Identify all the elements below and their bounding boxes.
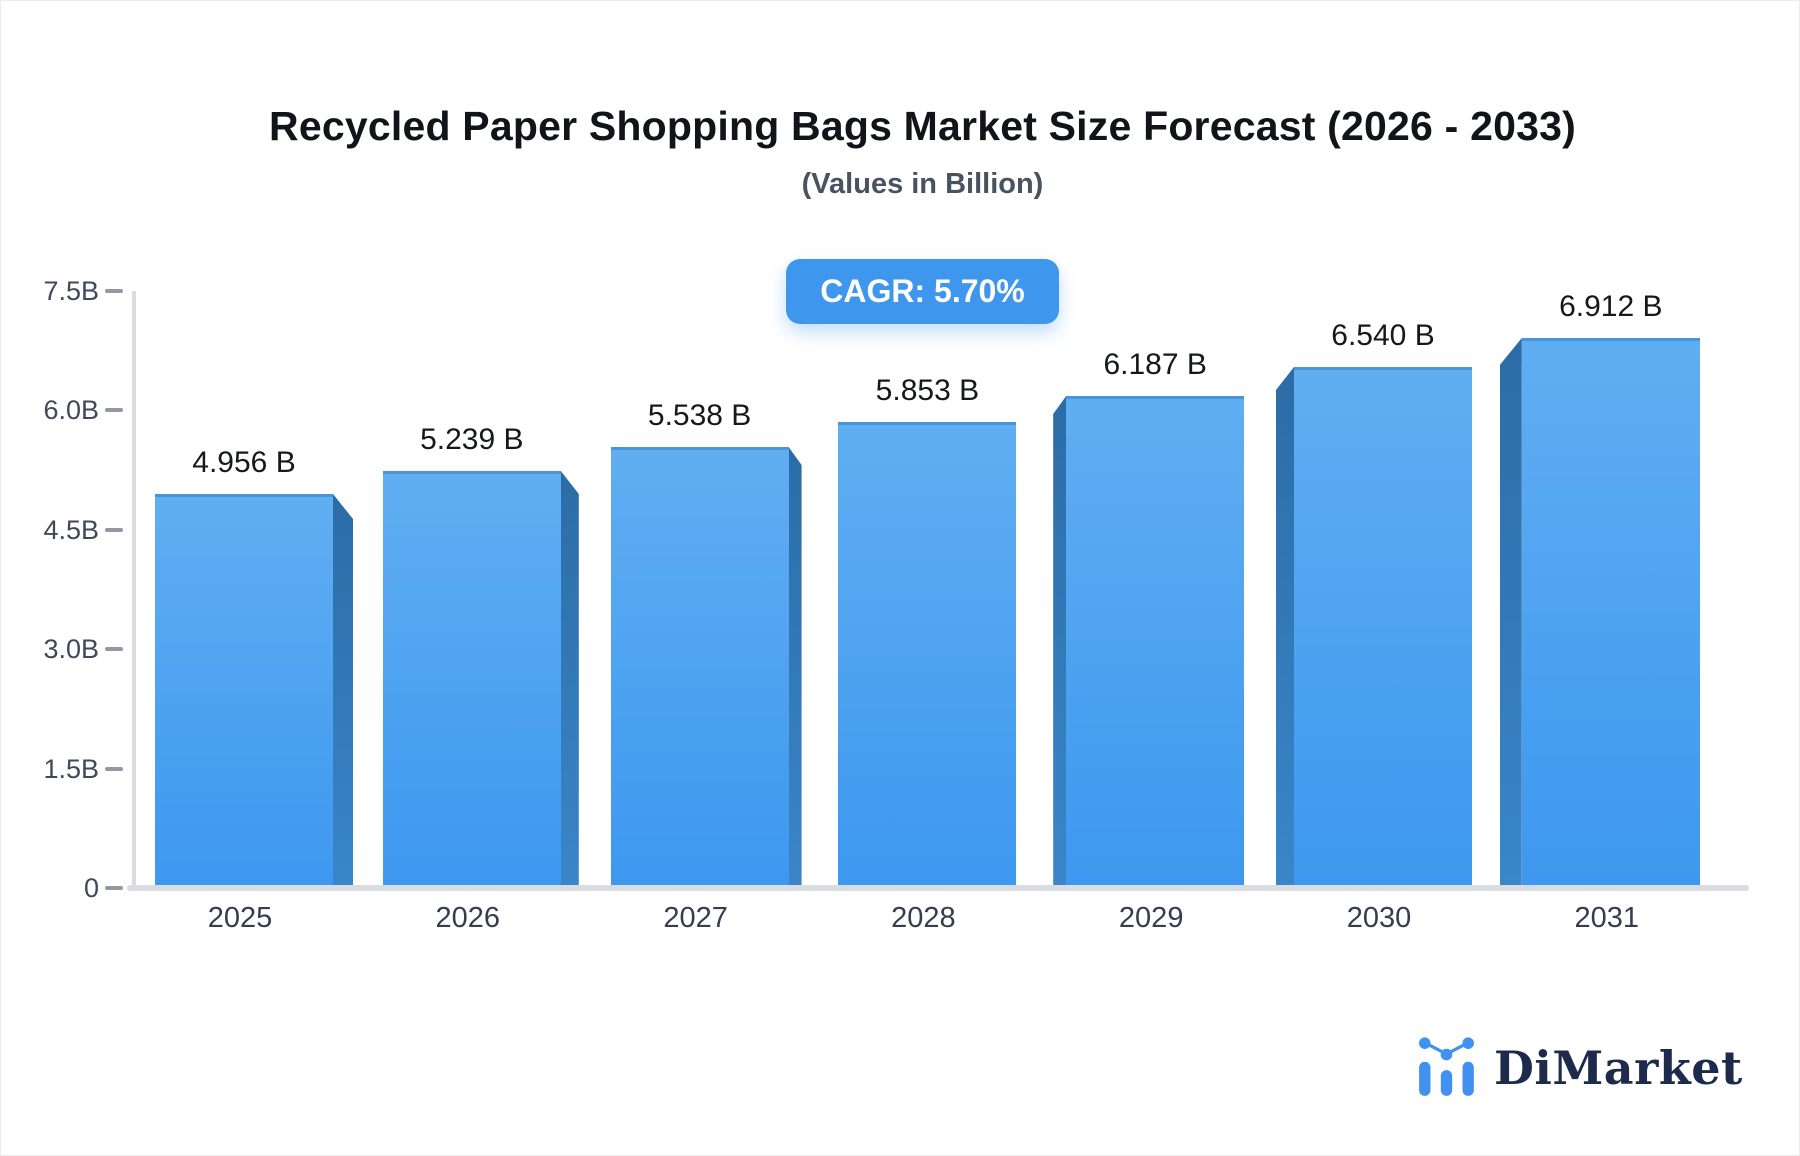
bar-value-label: 4.956 B bbox=[192, 446, 296, 479]
bar-side-3d bbox=[1276, 367, 1294, 888]
bar-face bbox=[1066, 396, 1245, 888]
brand-name: DiMarket bbox=[1494, 1041, 1743, 1095]
bar bbox=[1053, 396, 1245, 888]
bar-face bbox=[382, 471, 561, 888]
y-tick-label: 7.5B bbox=[43, 276, 99, 306]
y-tick-mark bbox=[105, 408, 123, 413]
y-tick-label: 3.0B bbox=[43, 634, 99, 665]
y-tick-mark bbox=[105, 289, 123, 293]
bar-value-label: 5.538 B bbox=[647, 399, 752, 432]
y-tick-mark bbox=[105, 527, 123, 532]
bar bbox=[155, 494, 353, 888]
x-axis-label: 2027 bbox=[663, 902, 728, 934]
bar-value-label: 6.912 B bbox=[1559, 290, 1663, 323]
bar-value-label: 5.853 B bbox=[875, 374, 980, 407]
y-tick-mark bbox=[105, 766, 123, 771]
bar bbox=[1499, 338, 1700, 888]
brand-logo: DiMarket bbox=[1416, 1037, 1743, 1099]
bar-value-label: 6.540 B bbox=[1331, 319, 1435, 352]
x-axis-line bbox=[127, 885, 1749, 891]
cagr-badge-row: CAGR: 5.70% bbox=[46, 259, 1799, 324]
y-tick-mark bbox=[105, 647, 123, 652]
bar-value-label: 6.187 B bbox=[1103, 348, 1207, 381]
bar-value-label: 5.239 B bbox=[420, 423, 524, 456]
bar bbox=[838, 422, 1017, 888]
y-tick-label: 0 bbox=[83, 873, 99, 903]
bar-face bbox=[838, 422, 1017, 888]
plot-area: 4.956 B 5.239 B 5.538 B 5.853 B 6.187 B 6.540… bbox=[132, 290, 1750, 888]
bar-side-3d bbox=[1499, 338, 1522, 888]
bar-side-3d bbox=[1053, 396, 1067, 888]
y-tick-label: 4.5B bbox=[43, 514, 99, 545]
y-tick-mark bbox=[105, 886, 123, 890]
bar-side-3d bbox=[788, 447, 802, 888]
bar bbox=[610, 447, 802, 888]
x-axis-label: 2030 bbox=[1346, 902, 1412, 934]
bar-face bbox=[1521, 338, 1700, 888]
y-tick-label: 6.0B bbox=[43, 395, 99, 426]
bar bbox=[382, 471, 579, 888]
bar bbox=[1276, 367, 1472, 888]
x-axis-label: 2029 bbox=[1118, 902, 1184, 934]
bar-face bbox=[610, 447, 789, 888]
x-axis-label: 2025 bbox=[207, 902, 273, 934]
chart-title: Recycled Paper Shopping Bags Market Size… bbox=[269, 103, 1576, 149]
bar-face bbox=[155, 494, 333, 888]
bar-face bbox=[1294, 367, 1472, 888]
cagr-badge: CAGR: 5.70% bbox=[786, 259, 1059, 324]
y-tick-label: 1.5B bbox=[43, 753, 99, 784]
bar-side-3d bbox=[560, 471, 579, 888]
bar-side-3d bbox=[333, 494, 353, 888]
x-axis-label: 2031 bbox=[1574, 902, 1640, 934]
bar-line-chart-icon bbox=[1418, 1037, 1474, 1096]
x-axis: 2025 2026 2027 2028 2029 2030 2031 bbox=[132, 902, 1746, 942]
x-axis-label: 2028 bbox=[891, 902, 956, 934]
chart-header: Recycled Paper Shopping Bags Market Size… bbox=[46, 101, 1799, 201]
x-axis-label: 2026 bbox=[435, 902, 501, 934]
chart-subtitle: (Values in Billion) bbox=[801, 168, 1044, 200]
